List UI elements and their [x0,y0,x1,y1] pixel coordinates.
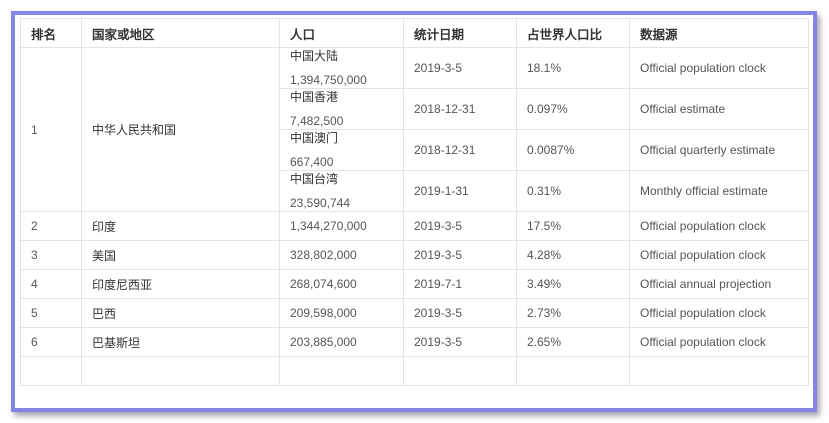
date-cell: 2019-3-5 [403,47,517,89]
region-name: 中国澳门 [290,131,339,145]
population-cell: 中国台湾 23,590,744 [279,170,404,212]
share-cell: 18.1% [516,47,630,89]
table-row: 3 美国 328,802,000 2019-3-5 4.28% Official… [20,240,809,270]
country-cell: 印度 [81,211,280,241]
rank-cell: 2 [20,211,82,241]
date-cell: 2018-12-31 [403,129,517,171]
empty-cell [516,356,630,386]
source-cell: Official population clock [629,211,809,241]
header-world-share: 占世界人口比 [516,18,630,48]
share-cell: 2.65% [516,327,630,357]
region-name: 中国大陆 [290,49,339,63]
source-cell: Official quarterly estimate [629,129,809,171]
empty-cell [20,356,82,386]
region-name: 中国香港 [290,90,339,104]
source-cell: Official annual projection [629,269,809,299]
date-cell: 2019-3-5 [403,240,517,270]
header-rank: 排名 [20,18,82,48]
country-cell: 中华人民共和国 [81,47,280,212]
table-row: 6 巴基斯坦 203,885,000 2019-3-5 2.65% Offici… [20,327,809,357]
table-row: 中国台湾 23,590,744 2019-1-31 0.31% Monthly … [21,170,809,212]
date-cell: 2019-3-5 [403,327,517,357]
population-cell: 203,885,000 [279,327,404,357]
share-cell: 3.49% [516,269,630,299]
date-cell: 2019-3-5 [403,298,517,328]
table-row: 1 中华人民共和国 中国大陆 1,394,750,000 2019-3-5 18… [20,47,809,212]
source-cell: Official population clock [629,327,809,357]
source-cell: Official population clock [629,47,809,89]
region-population: 7,482,500 [290,114,344,128]
date-cell: 2019-1-31 [403,170,517,212]
population-cell: 中国香港 7,482,500 [279,88,404,130]
population-cell: 268,074,600 [279,269,404,299]
population-cell: 328,802,000 [279,240,404,270]
empty-cell [403,356,517,386]
population-cell: 中国大陆 1,394,750,000 [279,47,404,89]
table-row: 5 巴西 209,598,000 2019-3-5 2.73% Official… [20,298,809,328]
table-header-row: 排名 国家或地区 人口 统计日期 占世界人口比 数据源 [20,18,809,48]
source-cell: Monthly official estimate [629,170,809,212]
share-cell: 0.31% [516,170,630,212]
rank-cell: 3 [20,240,82,270]
region-population: 667,400 [290,155,334,169]
share-cell: 17.5% [516,211,630,241]
population-table: 排名 国家或地区 人口 统计日期 占世界人口比 数据源 1 中华人民共和国 中国… [20,18,809,386]
population-cell: 209,598,000 [279,298,404,328]
rank-cell: 4 [20,269,82,299]
population-cell: 1,344,270,000 [279,211,404,241]
region-name: 中国台湾 [290,172,339,186]
country-cell: 美国 [81,240,280,270]
screenshot-frame: 排名 国家或地区 人口 统计日期 占世界人口比 数据源 1 中华人民共和国 中国… [11,11,817,412]
table-row: 中国香港 7,482,500 2018-12-31 0.097% Officia… [21,88,809,130]
header-source: 数据源 [629,18,809,48]
share-cell: 0.097% [516,88,630,130]
rank-cell: 1 [20,47,82,212]
date-cell: 2018-12-31 [403,88,517,130]
header-population: 人口 [279,18,404,48]
source-cell: Official population clock [629,298,809,328]
rank-cell: 5 [20,298,82,328]
share-cell: 2.73% [516,298,630,328]
empty-cell [279,356,404,386]
country-cell: 巴西 [81,298,280,328]
date-cell: 2019-7-1 [403,269,517,299]
share-cell: 4.28% [516,240,630,270]
table-row-cutoff [20,356,809,386]
empty-cell [629,356,809,386]
region-population: 1,394,750,000 [290,73,367,87]
empty-cell [81,356,280,386]
table-row: 2 印度 1,344,270,000 2019-3-5 17.5% Offici… [20,211,809,241]
source-cell: Official population clock [629,240,809,270]
country-cell: 巴基斯坦 [81,327,280,357]
region-population: 23,590,744 [290,196,351,210]
source-cell: Official estimate [629,88,809,130]
rank-cell: 6 [20,327,82,357]
share-cell: 0.0087% [516,129,630,171]
population-cell: 中国澳门 667,400 [279,129,404,171]
country-cell: 印度尼西亚 [81,269,280,299]
header-country: 国家或地区 [81,18,280,48]
table-row: 4 印度尼西亚 268,074,600 2019-7-1 3.49% Offic… [20,269,809,299]
header-date: 统计日期 [403,18,517,48]
table-row: 中国澳门 667,400 2018-12-31 0.0087% Official… [21,129,809,171]
date-cell: 2019-3-5 [403,211,517,241]
